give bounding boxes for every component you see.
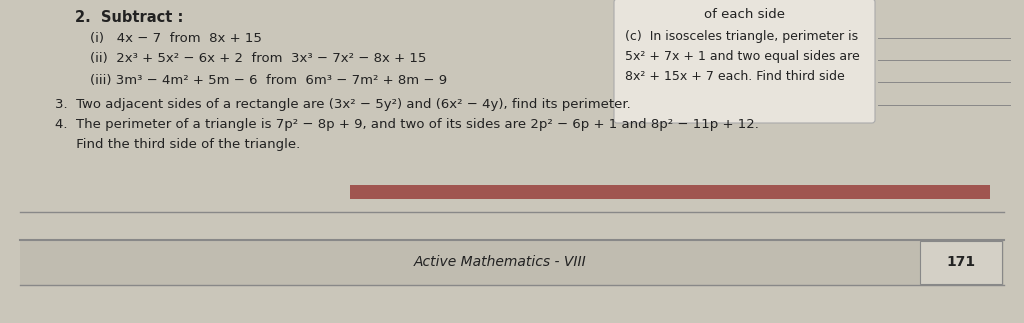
Bar — [20, 240, 1004, 285]
Text: Find the third side of the triangle.: Find the third side of the triangle. — [55, 138, 300, 151]
Bar — [920, 241, 1002, 284]
Text: (c)  In isosceles triangle, perimeter is: (c) In isosceles triangle, perimeter is — [625, 30, 858, 43]
Text: (iii) 3m³ − 4m² + 5m − 6  from  6m³ − 7m² + 8m − 9: (iii) 3m³ − 4m² + 5m − 6 from 6m³ − 7m² … — [90, 74, 447, 87]
FancyBboxPatch shape — [614, 0, 874, 123]
Text: of each side: of each side — [705, 8, 785, 21]
Text: 4.  The perimeter of a triangle is 7p² − 8p + 9, and two of its sides are 2p² − : 4. The perimeter of a triangle is 7p² − … — [55, 118, 759, 131]
Text: 3.  Two adjacent sides of a rectangle are (3x² − 5y²) and (6x² − 4y), find its p: 3. Two adjacent sides of a rectangle are… — [55, 98, 631, 111]
Text: 2.  Subtract :: 2. Subtract : — [75, 10, 183, 25]
Text: 5x² + 7x + 1 and two equal sides are: 5x² + 7x + 1 and two equal sides are — [625, 50, 860, 63]
Text: 171: 171 — [946, 255, 976, 269]
Bar — [350, 185, 990, 199]
Text: (i)   4x − 7  from  8x + 15: (i) 4x − 7 from 8x + 15 — [90, 32, 262, 45]
Text: Active Mathematics - VIII: Active Mathematics - VIII — [414, 255, 587, 269]
Text: 8x² + 15x + 7 each. Find third side: 8x² + 15x + 7 each. Find third side — [625, 70, 845, 83]
Text: (ii)  2x³ + 5x² − 6x + 2  from  3x³ − 7x² − 8x + 15: (ii) 2x³ + 5x² − 6x + 2 from 3x³ − 7x² −… — [90, 52, 426, 65]
